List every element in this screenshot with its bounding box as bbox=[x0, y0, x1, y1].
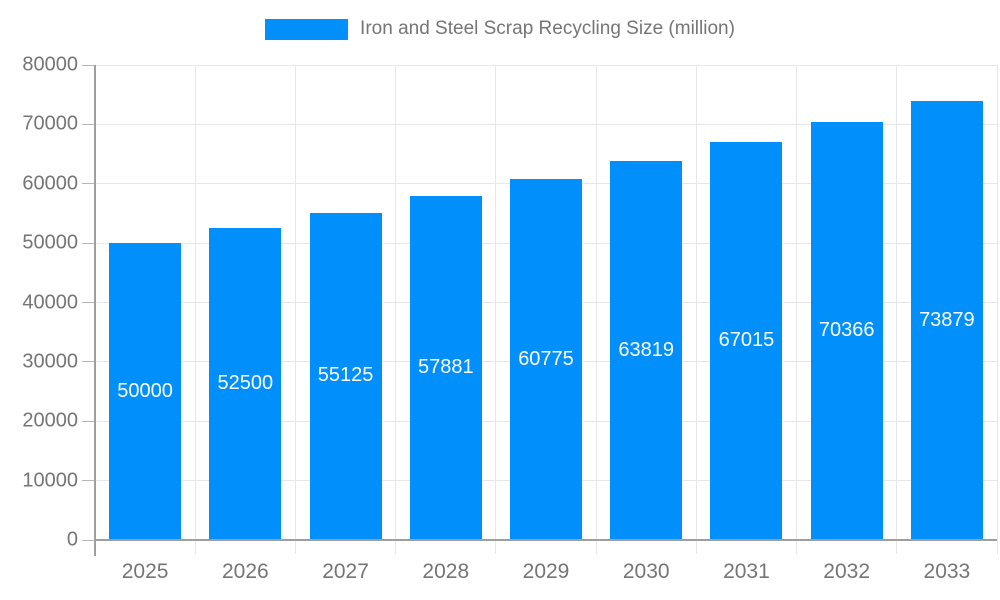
bar: 67015 bbox=[710, 142, 783, 539]
y-axis-label: 10000 bbox=[22, 469, 78, 492]
bar: 55125 bbox=[309, 212, 382, 539]
bar-value-label: 52500 bbox=[217, 372, 274, 395]
x-axis-label: 2027 bbox=[322, 560, 369, 583]
y-axis-tick bbox=[82, 183, 95, 185]
y-axis-label: 70000 bbox=[22, 112, 78, 135]
y-axis-tick bbox=[82, 302, 95, 303]
bar-value-label: 57881 bbox=[417, 356, 474, 379]
bar-value-label: 67015 bbox=[718, 329, 775, 352]
y-axis-tick bbox=[82, 480, 95, 482]
bar-value-label: 70366 bbox=[818, 319, 875, 342]
bar: 50000 bbox=[109, 243, 182, 539]
bar: 57881 bbox=[409, 196, 482, 539]
x-axis-label: 2029 bbox=[522, 560, 570, 583]
y-axis-tick bbox=[82, 242, 95, 244]
x-gridline bbox=[294, 65, 296, 554]
bar-value-label: 50000 bbox=[117, 379, 173, 402]
x-axis-label: 2026 bbox=[221, 560, 269, 583]
y-gridline bbox=[95, 123, 997, 125]
bar: 60775 bbox=[510, 179, 582, 539]
y-gridline bbox=[95, 64, 997, 66]
legend[interactable]: Iron and Steel Scrap Recycling Size (mil… bbox=[0, 18, 1000, 40]
y-axis-label: 50000 bbox=[22, 231, 78, 254]
bar-value-label: 63819 bbox=[618, 338, 675, 361]
bar: 70366 bbox=[810, 122, 883, 539]
y-axis-label: 80000 bbox=[22, 53, 78, 76]
legend-swatch-icon bbox=[265, 18, 349, 40]
bar: 73879 bbox=[910, 101, 983, 539]
bar-value-label: 73879 bbox=[919, 308, 975, 331]
y-axis-label: 40000 bbox=[22, 291, 78, 313]
x-gridline bbox=[896, 65, 898, 554]
x-gridline bbox=[194, 65, 196, 554]
x-axis-label: 2032 bbox=[823, 560, 871, 583]
y-axis-label: 0 bbox=[66, 528, 78, 551]
x-gridline bbox=[695, 65, 697, 554]
x-axis-line bbox=[95, 539, 997, 541]
bar: 52500 bbox=[209, 228, 282, 539]
y-axis-tick bbox=[82, 539, 95, 541]
y-axis-tick bbox=[82, 420, 95, 422]
bar: 63819 bbox=[610, 161, 683, 539]
x-axis-label: 2033 bbox=[923, 560, 971, 583]
x-axis-label: 2028 bbox=[422, 560, 470, 583]
y-axis-line bbox=[94, 65, 96, 556]
y-axis-label: 60000 bbox=[22, 172, 78, 195]
y-axis-label: 20000 bbox=[22, 409, 78, 432]
bar-value-label: 55125 bbox=[317, 364, 374, 387]
legend-label: Iron and Steel Scrap Recycling Size (mil… bbox=[360, 18, 735, 39]
y-axis-tick bbox=[82, 64, 95, 66]
x-gridline bbox=[796, 65, 798, 554]
x-gridline bbox=[395, 65, 397, 554]
x-axis-label: 2025 bbox=[121, 560, 169, 583]
x-gridline bbox=[996, 65, 998, 554]
x-gridline bbox=[495, 65, 497, 554]
x-axis-label: 2030 bbox=[622, 560, 670, 583]
x-gridline bbox=[595, 65, 597, 554]
y-axis-tick bbox=[82, 361, 95, 363]
x-axis-label: 2031 bbox=[723, 560, 770, 583]
bar-value-label: 60775 bbox=[518, 347, 574, 370]
y-axis-tick bbox=[82, 123, 95, 125]
y-axis-label: 30000 bbox=[22, 350, 78, 373]
